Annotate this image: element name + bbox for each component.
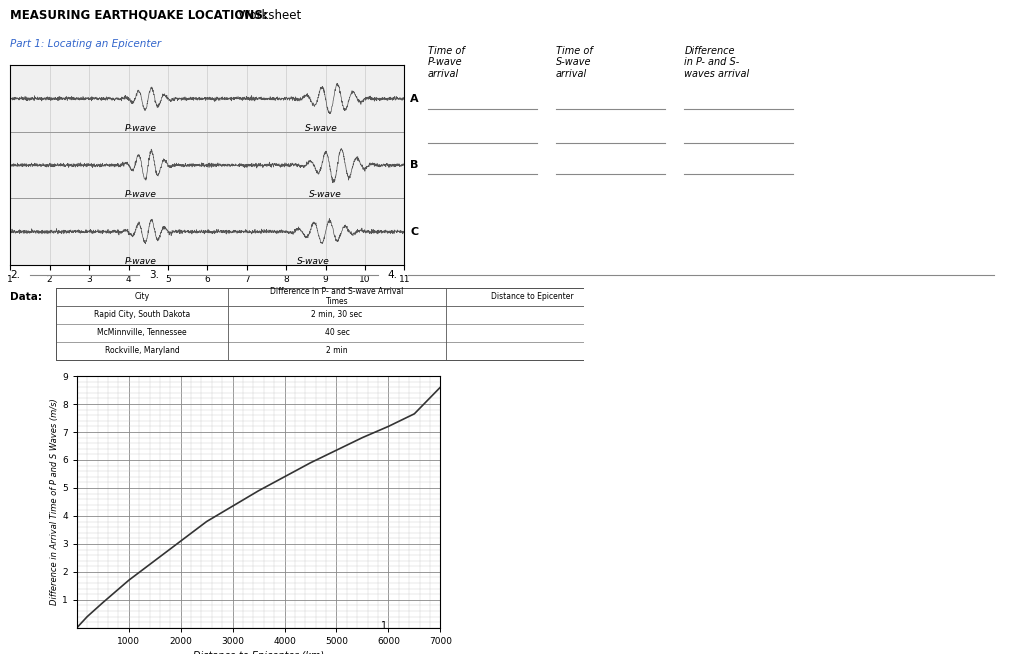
Text: City: City (134, 292, 150, 301)
Text: 3.: 3. (150, 269, 160, 280)
Text: 2 min, 30 sec: 2 min, 30 sec (311, 310, 362, 319)
X-axis label: Time (seconds): Time (seconds) (170, 289, 245, 299)
Text: Difference in P- and S-wave Arrival
Times: Difference in P- and S-wave Arrival Time… (270, 287, 403, 307)
Text: Time of
S-wave
arrival: Time of S-wave arrival (556, 46, 593, 79)
Text: Time of
P-wave
arrival: Time of P-wave arrival (428, 46, 464, 79)
Text: Rapid City, South Dakota: Rapid City, South Dakota (94, 310, 190, 319)
Text: 2.: 2. (10, 269, 20, 280)
Text: S-wave: S-wave (309, 190, 342, 199)
Text: Rockville, Maryland: Rockville, Maryland (104, 346, 179, 355)
Text: P-wave: P-wave (124, 257, 157, 266)
Text: P-wave: P-wave (124, 190, 157, 199)
Text: MEASURING EARTHQUAKE LOCATIONS:: MEASURING EARTHQUAKE LOCATIONS: (10, 9, 268, 22)
Text: Worksheet: Worksheet (231, 9, 301, 22)
Text: 2 min: 2 min (327, 346, 348, 355)
Text: 4.: 4. (388, 269, 397, 280)
Text: S-wave: S-wave (305, 124, 338, 133)
X-axis label: Distance to Epicenter (km): Distance to Epicenter (km) (193, 651, 325, 654)
Text: Difference
in P- and S-
waves arrival: Difference in P- and S- waves arrival (684, 46, 750, 79)
Text: B: B (411, 160, 419, 170)
Text: S-wave: S-wave (297, 257, 330, 266)
Bar (56, 288, 618, 360)
Text: Part 1: Locating an Epicenter: Part 1: Locating an Epicenter (10, 39, 162, 48)
Text: Distance to Epicenter: Distance to Epicenter (490, 292, 573, 301)
Text: 1: 1 (381, 621, 387, 631)
Text: Data:: Data: (10, 292, 42, 302)
Text: McMinnville, Tennessee: McMinnville, Tennessee (97, 328, 187, 337)
Text: C: C (411, 227, 419, 237)
Y-axis label: Difference in Arrival Time of P and S Waves (m/s): Difference in Arrival Time of P and S Wa… (50, 398, 59, 606)
Text: P-wave: P-wave (124, 124, 157, 133)
Text: 40 sec: 40 sec (325, 328, 349, 337)
Text: A: A (411, 94, 419, 103)
